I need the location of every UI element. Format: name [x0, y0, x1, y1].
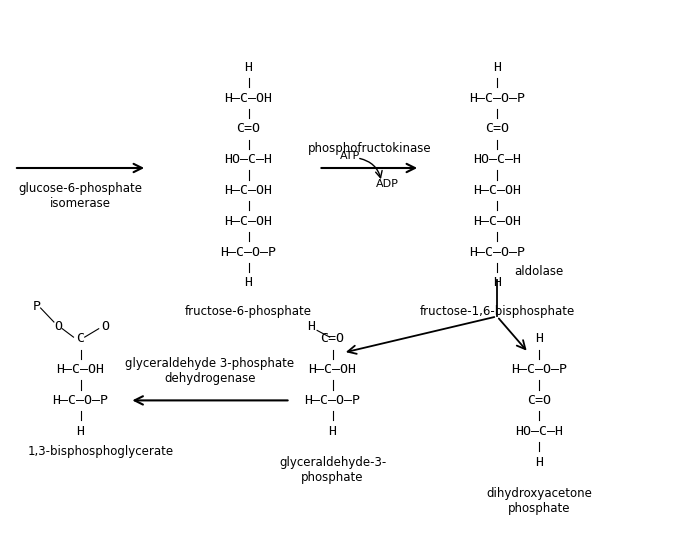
Text: H–C–O–P: H–C–O–P [304, 394, 360, 407]
Text: H–C–OH: H–C–OH [57, 363, 104, 376]
Text: H–C–OH: H–C–OH [225, 184, 272, 197]
Text: H: H [328, 424, 337, 438]
Text: dihydroxyacetone
phosphate: dihydroxyacetone phosphate [486, 487, 592, 515]
Text: H–C–OH: H–C–OH [473, 184, 521, 197]
Text: aldolase: aldolase [514, 265, 564, 278]
Text: H–C–O–P: H–C–O–P [469, 245, 525, 259]
Text: C: C [76, 332, 85, 346]
Text: glyceraldehyde 3-phosphate
dehydrogenase: glyceraldehyde 3-phosphate dehydrogenase [125, 357, 295, 385]
Text: ADP: ADP [376, 179, 398, 189]
Text: glucose-6-phosphate
isomerase: glucose-6-phosphate isomerase [18, 182, 143, 210]
Text: glyceraldehyde-3-
phosphate: glyceraldehyde-3- phosphate [279, 456, 386, 484]
Text: O: O [101, 320, 109, 333]
Text: H–C–O–P: H–C–O–P [511, 363, 567, 376]
Text: H–C–O–P: H–C–O–P [52, 394, 108, 407]
Text: phosphofructokinase: phosphofructokinase [307, 142, 431, 155]
Text: H: H [493, 60, 501, 74]
Text: H–C–OH: H–C–OH [225, 214, 272, 228]
Text: C=O: C=O [321, 332, 344, 346]
Text: H: H [307, 320, 316, 333]
Text: H–C–OH: H–C–OH [473, 214, 521, 228]
Text: H–C–O–P: H–C–O–P [220, 245, 276, 259]
Text: H–C–OH: H–C–OH [309, 363, 356, 376]
Text: O: O [54, 320, 62, 333]
Text: P: P [33, 300, 41, 313]
Text: 1,3-bisphosphoglycerate: 1,3-bisphosphoglycerate [28, 445, 174, 458]
Text: C=O: C=O [237, 122, 260, 136]
Text: HO–C–H: HO–C–H [473, 153, 521, 166]
Text: ATP: ATP [340, 151, 360, 161]
Text: fructose-1,6-bisphosphate: fructose-1,6-bisphosphate [419, 305, 575, 318]
Text: H–C–O–P: H–C–O–P [469, 91, 525, 105]
Text: fructose-6-phosphate: fructose-6-phosphate [185, 305, 312, 318]
Text: C=O: C=O [527, 394, 551, 407]
Text: H: H [535, 455, 543, 469]
Text: H: H [493, 276, 501, 290]
Text: H: H [244, 60, 253, 74]
Text: HO–C–H: HO–C–H [515, 424, 563, 438]
Text: H–C–OH: H–C–OH [225, 91, 272, 105]
Text: C=O: C=O [485, 122, 509, 136]
Text: H: H [535, 332, 543, 346]
Text: HO–C–H: HO–C–H [225, 153, 272, 166]
Text: H: H [76, 424, 85, 438]
Text: H: H [244, 276, 253, 290]
